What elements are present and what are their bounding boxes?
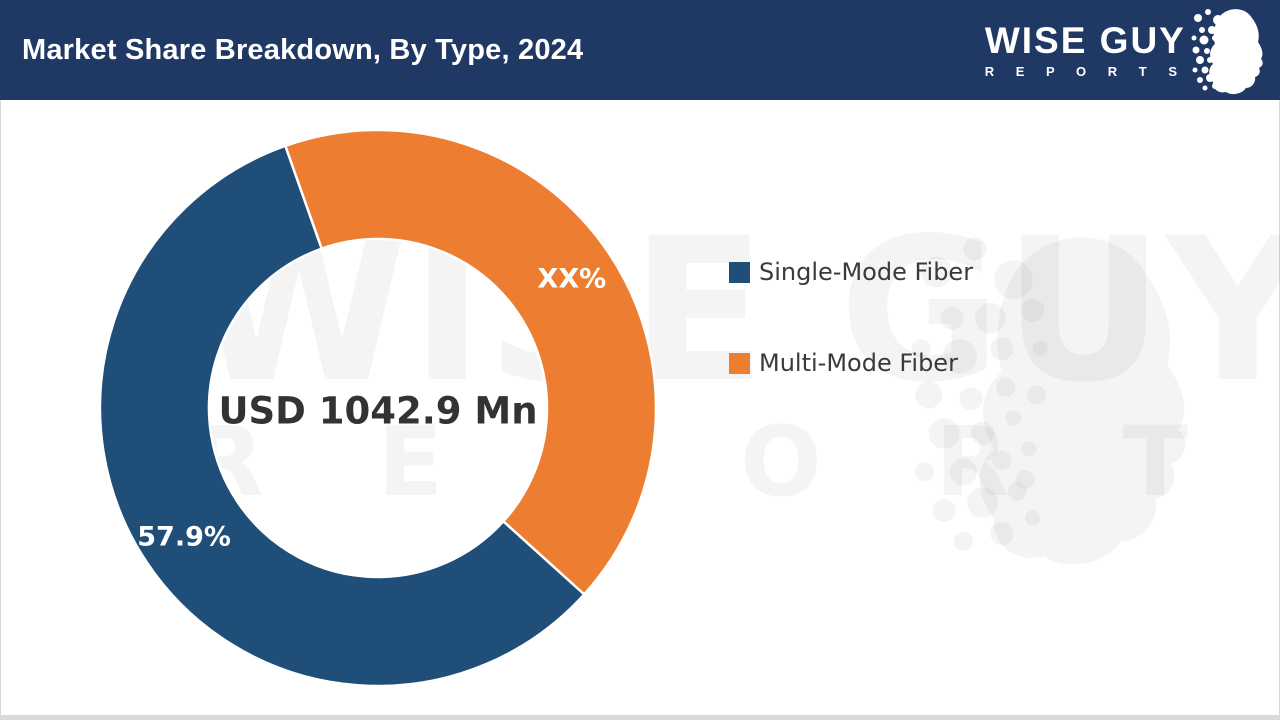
legend-swatch-icon	[729, 261, 750, 283]
brand-name: WISE GUY	[984, 20, 1186, 61]
brand-subtitle: R E P O R T S	[984, 64, 1186, 79]
legend-swatch-icon	[729, 352, 750, 374]
legend-label: Single-Mode Fiber	[759, 258, 974, 286]
segment-value-label: XX%	[538, 263, 607, 294]
donut-center-value: USD 1042.9 Mn	[218, 390, 537, 433]
chart-legend: Single-Mode Fiber Multi-Mode Fiber	[729, 258, 973, 377]
donut-segment-single-mode-fiber	[98, 144, 586, 688]
brand-logo-text: WISE GUY R E P O R T S	[985, 22, 1186, 78]
logo-face-icon	[1191, 9, 1263, 95]
legend-item-single-mode-fiber: Single-Mode Fiber	[729, 258, 973, 286]
header-bar: Market Share Breakdown, By Type, 2024 WI…	[0, 0, 1280, 100]
page-title: Market Share Breakdown, By Type, 2024	[22, 33, 584, 66]
donut-segment-multi-mode-fiber	[284, 128, 658, 596]
brand-logo: WISE GUY R E P O R T S	[985, 4, 1266, 96]
segment-value-label: 57.9%	[137, 522, 231, 553]
legend-label: Multi-Mode Fiber	[759, 349, 958, 377]
legend-item-multi-mode-fiber: Multi-Mode Fiber	[729, 349, 973, 377]
